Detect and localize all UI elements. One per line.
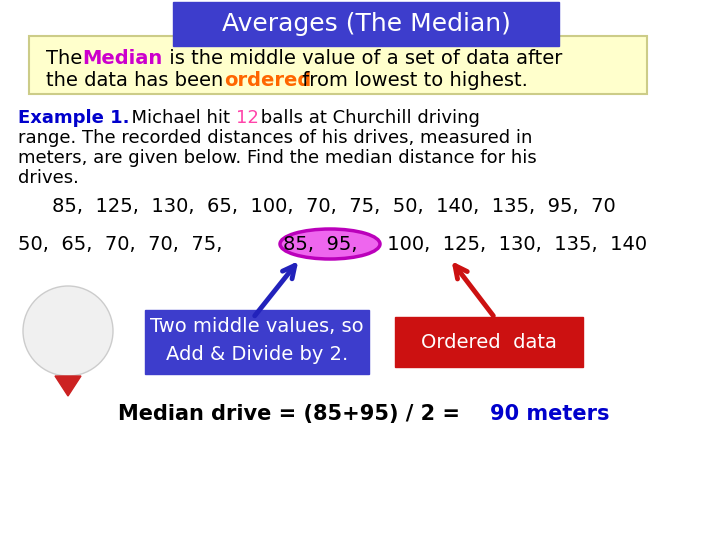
Circle shape: [23, 286, 113, 376]
FancyBboxPatch shape: [145, 310, 369, 374]
FancyBboxPatch shape: [395, 317, 583, 367]
Text: drives.: drives.: [18, 169, 79, 187]
Text: Ordered  data: Ordered data: [421, 333, 557, 352]
Text: the data has been: the data has been: [46, 70, 229, 90]
Text: balls at Churchill driving: balls at Churchill driving: [255, 109, 480, 127]
Text: 100,  125,  130,  135,  140: 100, 125, 130, 135, 140: [381, 234, 647, 253]
Text: Median: Median: [82, 50, 162, 68]
Text: from lowest to highest.: from lowest to highest.: [296, 70, 528, 90]
Text: 90 meters: 90 meters: [490, 404, 609, 424]
Ellipse shape: [280, 229, 380, 259]
Polygon shape: [55, 376, 81, 396]
Text: range. The recorded distances of his drives, measured in: range. The recorded distances of his dri…: [18, 129, 532, 147]
Text: The: The: [46, 50, 89, 68]
Text: meters, are given below. Find the median distance for his: meters, are given below. Find the median…: [18, 149, 537, 167]
Text: Michael hit: Michael hit: [120, 109, 236, 127]
FancyBboxPatch shape: [173, 2, 559, 46]
Text: Two middle values, so
Add & Divide by 2.: Two middle values, so Add & Divide by 2.: [150, 318, 364, 365]
Text: 12: 12: [236, 109, 259, 127]
Text: ordered: ordered: [224, 70, 312, 90]
Text: Median drive = (85+95) / 2 =: Median drive = (85+95) / 2 =: [118, 404, 467, 424]
Text: 85,  125,  130,  65,  100,  70,  75,  50,  140,  135,  95,  70: 85, 125, 130, 65, 100, 70, 75, 50, 140, …: [52, 197, 616, 216]
FancyBboxPatch shape: [29, 36, 647, 94]
Text: 85,  95,: 85, 95,: [283, 234, 357, 253]
Text: is the middle value of a set of data after: is the middle value of a set of data aft…: [163, 50, 562, 68]
Text: Example 1.: Example 1.: [18, 109, 130, 127]
Text: Averages (The Median): Averages (The Median): [221, 12, 510, 36]
Text: 50,  65,  70,  70,  75,: 50, 65, 70, 70, 75,: [18, 234, 229, 253]
